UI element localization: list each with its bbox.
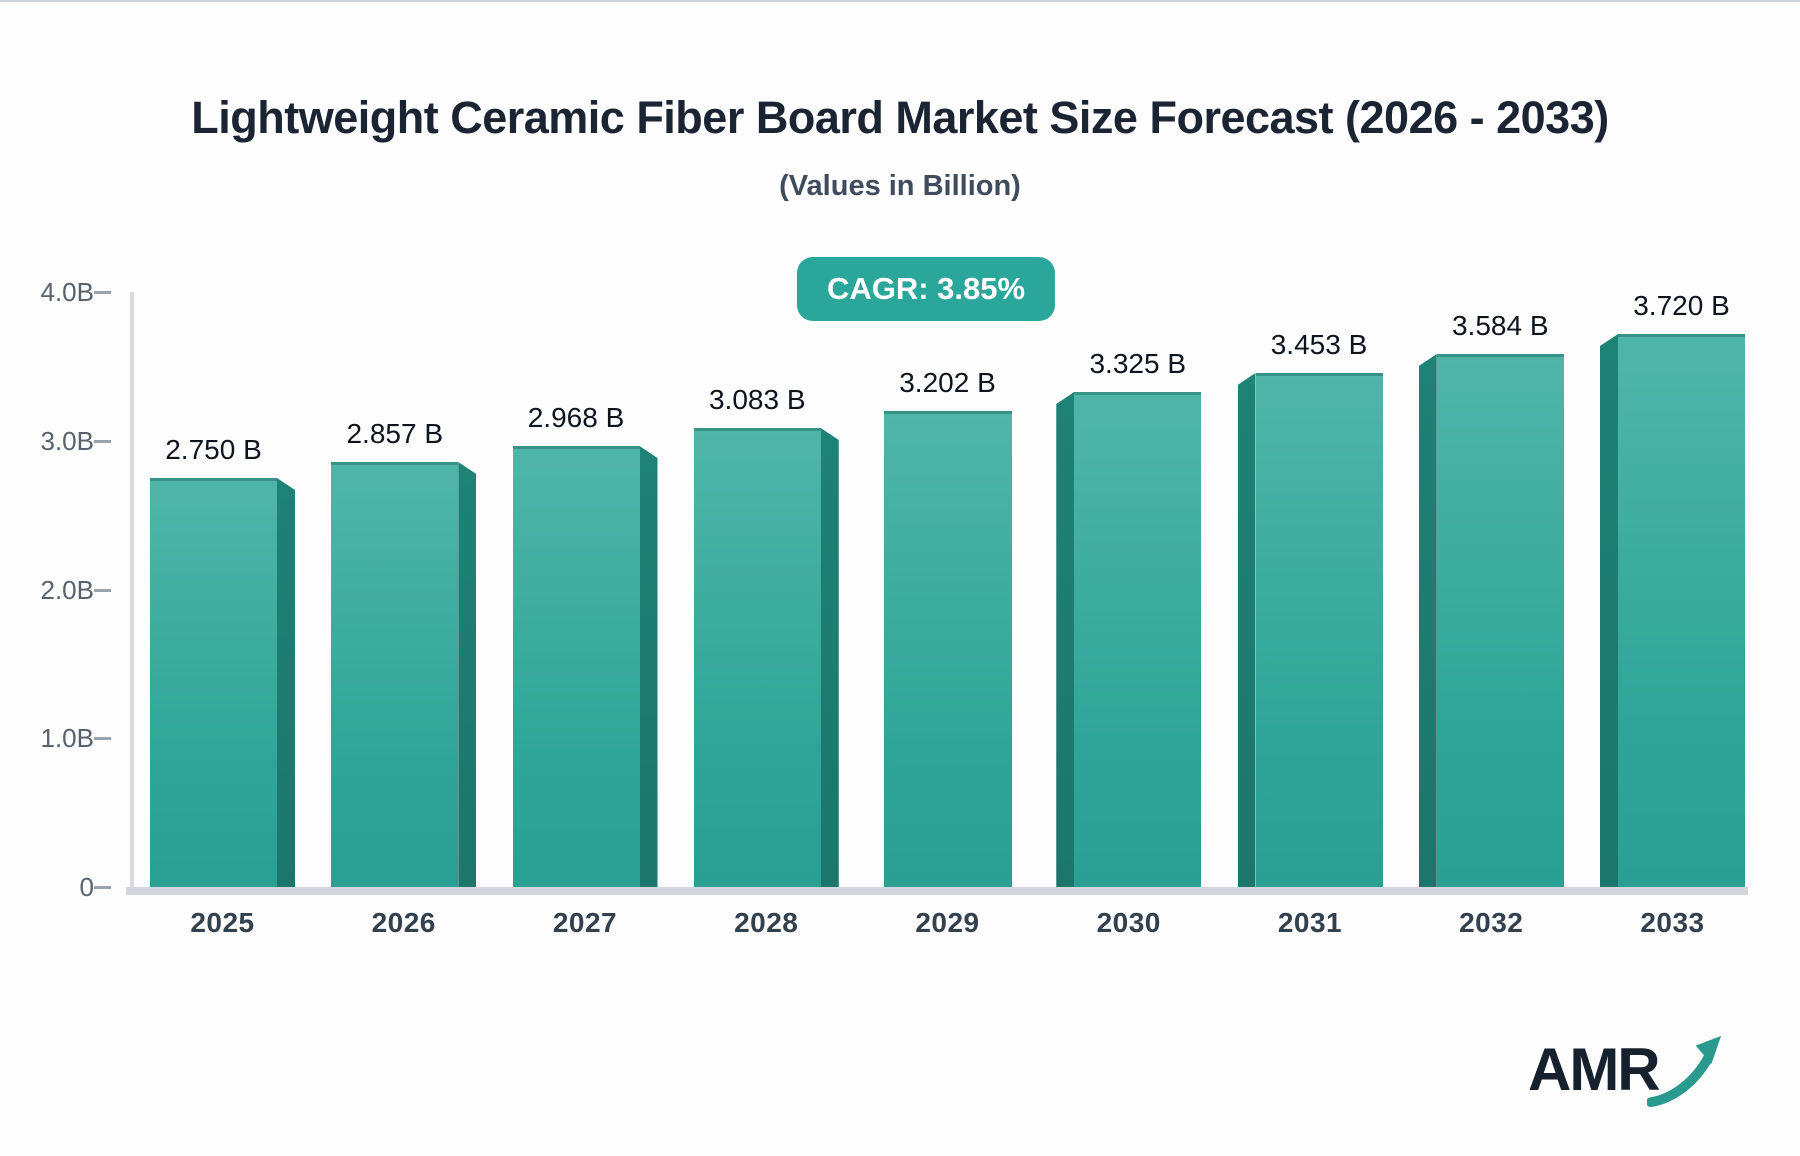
bar-value-label: 3.584 B xyxy=(1451,310,1549,341)
bar-side-face xyxy=(458,462,477,887)
bar-side-face xyxy=(1600,334,1618,887)
x-tick-label-2026: 2026 xyxy=(371,907,436,938)
y-tick-mark xyxy=(94,291,111,294)
x-tick-label-2031: 2031 xyxy=(1277,907,1343,938)
y-tick-label: 2.0B xyxy=(40,574,95,605)
x-tick-label-2025: 2025 xyxy=(190,907,255,938)
bar-face xyxy=(1618,334,1745,887)
y-tick-mark xyxy=(94,588,111,592)
bar-face xyxy=(883,411,1012,887)
bar-face xyxy=(331,462,459,887)
bar-value-label: 3.202 B xyxy=(899,367,996,398)
bar-side-face xyxy=(1418,354,1437,887)
bar-2032: 3.584 B xyxy=(1418,2,1564,887)
bar-2031: 3.453 B xyxy=(1237,2,1383,887)
amr-logo-text: AMR xyxy=(1528,1036,1661,1103)
bar-value-label: 2.750 B xyxy=(165,434,262,465)
x-tick-label-2030: 2030 xyxy=(1096,907,1161,938)
x-axis-labels: 2025 2026 2027 2028 2029 2030 2031 2032 2033 xyxy=(150,907,1745,947)
y-tick-mark xyxy=(94,886,111,889)
y-tick-label: 3.0B xyxy=(40,425,95,456)
bar-face xyxy=(1436,354,1564,887)
y-tick-label: 0 xyxy=(79,872,94,902)
chart-subtitle: (Values in Billion) xyxy=(779,170,1021,202)
x-tick-label-2029: 2029 xyxy=(915,907,980,938)
bar-value-label: 3.325 B xyxy=(1089,348,1187,379)
bar-2028: 3.083 B xyxy=(693,2,839,887)
bar-face xyxy=(1255,373,1383,887)
bar-side-face xyxy=(277,478,295,887)
bar-side-face xyxy=(820,428,839,887)
bar-face xyxy=(693,428,821,887)
bar-value-label: 2.857 B xyxy=(346,418,444,449)
y-tick-label: 1.0B xyxy=(40,723,95,754)
bar-face xyxy=(512,446,640,887)
bar-2026: 2.857 B xyxy=(331,2,477,887)
bar-2027: 2.968 B xyxy=(512,2,658,887)
bar-side-face xyxy=(1056,392,1075,887)
x-axis-baseline xyxy=(126,887,1748,895)
bar-2029: 3.202 B xyxy=(875,2,1020,887)
x-tick-label-2032: 2032 xyxy=(1459,907,1524,938)
bars-area: 2.750 B 2.857 B 2.968 B 3.083 B 3.202 B 3.325… xyxy=(150,2,1745,887)
bar-side-face xyxy=(639,446,658,887)
bar-2030: 3.325 B xyxy=(1056,2,1202,887)
bar-value-label: 3.083 B xyxy=(708,384,806,415)
bar-side-face xyxy=(1237,373,1256,887)
cagr-badge: CAGR: 3.85% xyxy=(796,257,1056,321)
y-axis-line xyxy=(130,292,134,887)
x-tick-label-2033: 2033 xyxy=(1640,907,1705,938)
x-tick-label-2027: 2027 xyxy=(552,907,618,938)
bar-value-label: 3.453 B xyxy=(1270,329,1368,360)
chart-title: Lightweight Ceramic Fiber Board Market S… xyxy=(191,92,1609,143)
y-tick-mark xyxy=(94,737,111,741)
y-tick-label: 4.0B xyxy=(40,277,95,307)
bar-face xyxy=(1074,392,1202,887)
x-tick-label-2028: 2028 xyxy=(734,907,799,938)
bar-face xyxy=(150,478,277,887)
growth-arrow-icon xyxy=(1646,1035,1721,1108)
bar-value-label: 2.968 B xyxy=(527,402,625,433)
y-tick-mark xyxy=(94,439,111,443)
bar-2033: 3.720 B xyxy=(1600,2,1745,887)
amr-logo: AMR xyxy=(1528,1030,1725,1110)
bar-2025: 2.750 B xyxy=(150,2,295,887)
bar-value-label: 3.720 B xyxy=(1633,290,1730,321)
